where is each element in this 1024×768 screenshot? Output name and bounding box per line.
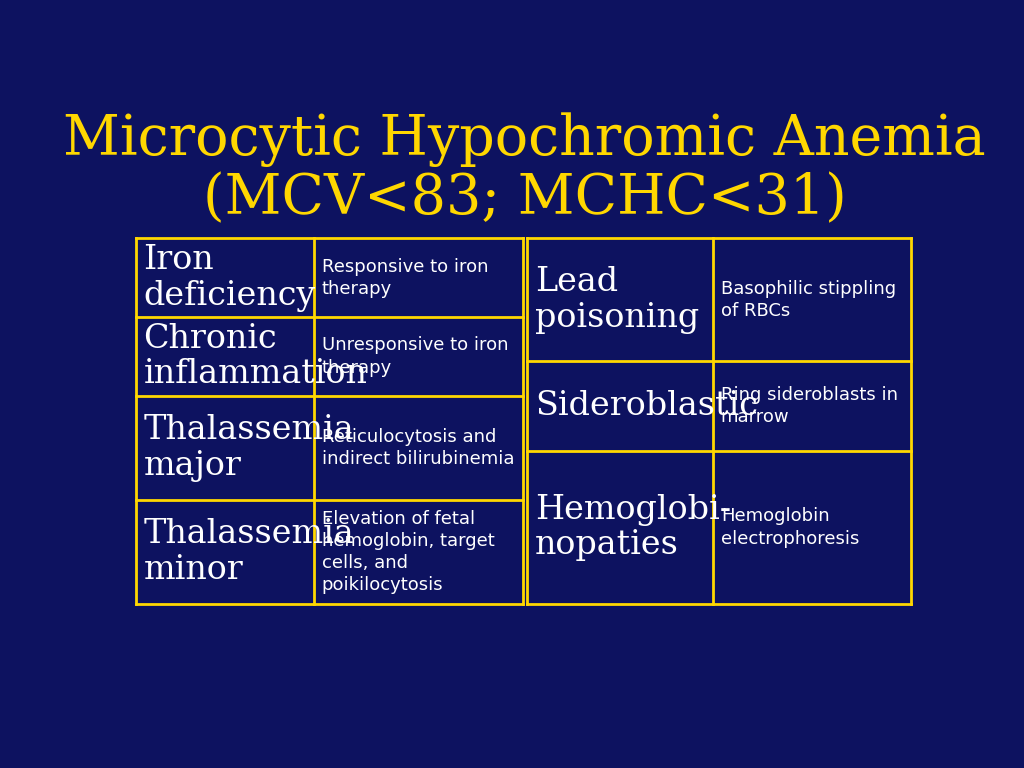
- Text: Iron
deficiency: Iron deficiency: [143, 244, 315, 312]
- Text: Ring sideroblasts in
marrow: Ring sideroblasts in marrow: [721, 386, 898, 426]
- Text: Microcytic Hypochromic Anemia: Microcytic Hypochromic Anemia: [63, 113, 986, 167]
- Text: (MCV<83; MCHC<31): (MCV<83; MCHC<31): [203, 171, 847, 226]
- Text: Unresponsive to iron
therapy: Unresponsive to iron therapy: [322, 336, 508, 376]
- Text: Lead
poisoning: Lead poisoning: [535, 266, 699, 333]
- Text: Reticulocytosis and
indirect bilirubinemia: Reticulocytosis and indirect bilirubinem…: [322, 428, 514, 468]
- Text: Sideroblastic: Sideroblastic: [535, 390, 758, 422]
- Text: Hemoglobin
electrophoresis: Hemoglobin electrophoresis: [721, 508, 859, 548]
- Text: Thalassemia
minor: Thalassemia minor: [143, 518, 354, 586]
- Text: Responsive to iron
therapy: Responsive to iron therapy: [322, 258, 488, 298]
- Text: Hemoglobi-
nopaties: Hemoglobi- nopaties: [535, 494, 731, 561]
- Text: Thalassemia
major: Thalassemia major: [143, 414, 354, 482]
- Text: Basophilic stippling
of RBCs: Basophilic stippling of RBCs: [721, 280, 896, 319]
- Text: Chronic
inflammation: Chronic inflammation: [143, 323, 368, 390]
- Text: Elevation of fetal
hemoglobin, target
cells, and
poikilocytosis: Elevation of fetal hemoglobin, target ce…: [322, 510, 495, 594]
